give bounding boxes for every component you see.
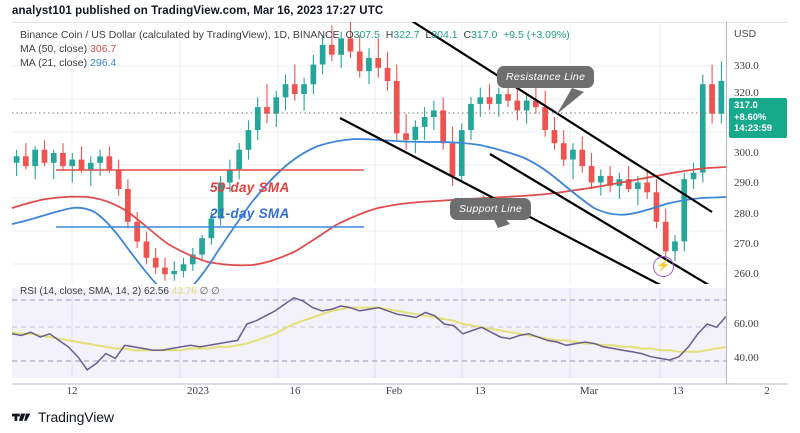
- time-label-0: 12: [66, 385, 78, 397]
- candlestick-series: [13, 22, 725, 281]
- price-axis-tick-270: 270.0: [734, 238, 759, 250]
- high-label: H: [385, 29, 394, 41]
- time-axis[interactable]: 12 2023 16 Feb 13 Mar 13 2: [12, 385, 788, 405]
- current-price-change: +8.60%: [734, 111, 767, 123]
- resistance-pointer: [557, 88, 584, 114]
- time-label-4: 13: [474, 385, 486, 397]
- price-axis-tick-320: 320.0: [734, 87, 759, 99]
- price-pane[interactable]: [12, 22, 726, 284]
- chart-plot-area[interactable]: [12, 22, 726, 384]
- chart-frame: [12, 22, 788, 384]
- time-axis-line: [12, 384, 788, 385]
- rsi-line: [12, 296, 726, 371]
- rsi-legend-nil-2: ∅: [211, 286, 220, 297]
- rsi-legend-sma-value: 43.76: [171, 286, 197, 297]
- open-value: 307.5: [353, 29, 380, 41]
- close-label: C: [463, 29, 472, 41]
- time-label-7: 2: [764, 385, 770, 397]
- tradingview-brand: TradingView: [38, 409, 114, 425]
- time-label-6: 13: [672, 385, 684, 397]
- price-pane-svg: [12, 22, 726, 284]
- price-axis-separator: [726, 22, 727, 384]
- close-value: 317.0: [471, 29, 498, 41]
- ma21-legend-row: MA (21, close) 296.4: [20, 56, 570, 70]
- rsi-legend-title: RSI (14, close, SMA, 14, 2): [20, 286, 142, 297]
- ma50-legend-value: 306.7: [90, 43, 117, 55]
- sma50-annotation: 50-day SMA: [210, 180, 290, 195]
- ohlc-values: O307.5 H322.7 L304.1 C317.0 +9.5 (+3.09%…: [343, 29, 570, 41]
- resistance-line-callout: Resistance Line: [497, 66, 595, 88]
- price-axis-unit: USD: [734, 28, 757, 40]
- high-value: 322.7: [393, 29, 420, 41]
- low-value: 304.1: [431, 29, 458, 41]
- price-axis-tick-290: 290.0: [734, 177, 759, 189]
- low-label: L: [425, 29, 432, 41]
- current-price-value: 317.0: [734, 100, 758, 111]
- price-axis-tick-300: 300.0: [734, 147, 759, 159]
- legend-title-row: Binance Coin / US Dollar (calculated by …: [20, 28, 570, 42]
- footer: TradingView: [12, 406, 114, 428]
- time-label-2: 16: [289, 385, 301, 397]
- publisher-byline: analyst101 published on TradingView.com,…: [12, 5, 384, 17]
- ma21-legend-value: 296.4: [90, 57, 117, 69]
- time-label-3: Feb: [385, 385, 403, 397]
- price-vgridlines: [71, 22, 661, 284]
- price-axis-tick-330: 330.0: [734, 60, 759, 72]
- ma21-legend-label: MA (21, close): [20, 57, 88, 69]
- rsi-legend-value: 62.56: [143, 286, 169, 297]
- rsi-pane[interactable]: [12, 288, 726, 378]
- ma50-line: [12, 166, 726, 267]
- symbol-title: Binance Coin / US Dollar (calculated by …: [20, 29, 340, 41]
- rsi-legend-nil-1: ∅: [199, 286, 209, 297]
- chart-legend: Binance Coin / US Dollar (calculated by …: [20, 28, 570, 70]
- ma21-line: [12, 138, 726, 284]
- rsi-axis-tick-40: 40.00: [734, 352, 759, 364]
- ma50-legend-label: MA (50, close): [20, 43, 88, 55]
- ma50-legend-row: MA (50, close) 306.7: [20, 42, 570, 56]
- open-label: O: [345, 29, 354, 41]
- time-label-1: 2023: [187, 385, 209, 397]
- sma21-annotation: 21-day SMA: [210, 206, 290, 221]
- support-line-callout: Support Line: [450, 198, 532, 220]
- price-axis[interactable]: USD 330.0 320.0 317.0 +8.60% 14:23:59 30…: [728, 22, 788, 384]
- rsi-legend: RSI (14, close, SMA, 14, 2) 62.56 43.76 …: [20, 286, 220, 297]
- price-axis-tick-280: 280.0: [734, 208, 759, 220]
- current-price-tag[interactable]: 317.0 +8.60% 14:23:59: [729, 98, 787, 138]
- channel-lower-trendline: [489, 153, 710, 284]
- resistance-trendline: [411, 22, 713, 213]
- lightning-bolt-icon[interactable]: ⚡: [653, 256, 674, 277]
- rsi-sma-line: [12, 306, 726, 353]
- time-label-5: Mar: [579, 385, 599, 397]
- price-axis-tick-260: 260.0: [734, 268, 759, 280]
- current-price-time: 14:23:59: [734, 123, 773, 134]
- rsi-background: [12, 288, 726, 378]
- tradingview-logo-icon: [12, 413, 31, 421]
- rsi-pane-svg: [12, 288, 726, 378]
- change-value: +9.5 (+3.09%): [503, 29, 570, 41]
- rsi-axis-tick-60: 60.00: [734, 318, 759, 330]
